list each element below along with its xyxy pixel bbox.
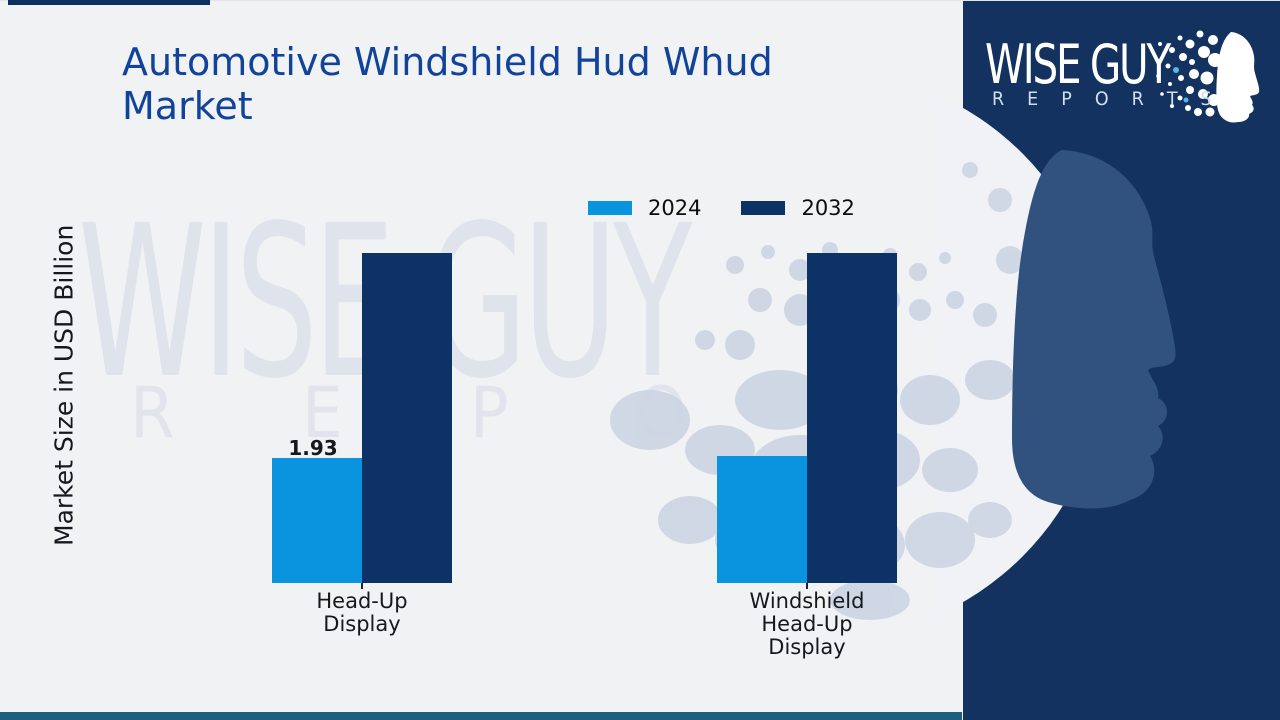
category-label-head-up-display: Head-Up Display — [242, 590, 482, 636]
category-line: Display — [323, 612, 401, 636]
category-line: Windshield — [749, 589, 865, 613]
y-axis-label: Market Size in USD Billion — [49, 224, 79, 546]
logo-reports-text: R E P O R T S — [992, 88, 1221, 110]
x-tick-1 — [361, 583, 363, 589]
logo-wordmark: WISE GUY — [985, 33, 1171, 96]
legend-item-2024: 2024 — [588, 196, 701, 220]
legend: 2024 2032 — [588, 196, 855, 220]
category-label-windshield-head-up-display: Windshield Head-Up Display — [687, 590, 927, 659]
top-border-line — [0, 0, 1280, 1]
bar-2032-windshield-head-up-display — [807, 252, 897, 583]
category-line: Head-Up — [761, 612, 853, 636]
page-title: Automotive Windshield Hud Whud Market — [122, 40, 773, 128]
bar-2024-head-up-display — [272, 458, 362, 583]
bottom-teal-strip — [0, 712, 962, 720]
x-tick-2 — [806, 583, 808, 589]
legend-label-2032: 2032 — [801, 196, 855, 220]
legend-item-2032: 2032 — [741, 196, 855, 220]
bar-value-label: 1.93 — [288, 436, 338, 460]
legend-swatch-2032 — [741, 201, 786, 215]
legend-swatch-2024 — [588, 201, 632, 215]
legend-label-2024: 2024 — [648, 196, 702, 220]
top-navy-strip — [8, 0, 210, 5]
bar-2024-windshield-head-up-display — [717, 456, 807, 583]
bar-2032-head-up-display — [362, 252, 452, 583]
category-line: Head-Up — [316, 589, 408, 613]
category-line: Display — [768, 635, 846, 659]
